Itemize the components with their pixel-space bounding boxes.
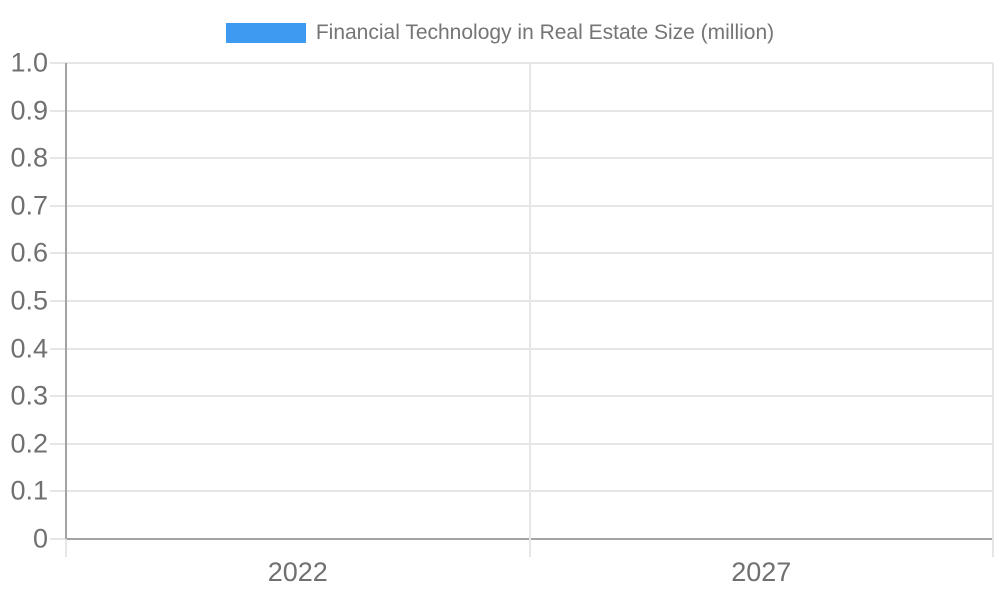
legend-color-swatch-icon <box>225 23 306 43</box>
chart-title: Financial Technology in Real Estate Size… <box>315 21 775 44</box>
y-gridline <box>50 347 993 350</box>
y-axis-label: 0.5 <box>10 285 48 316</box>
y-axis-label: 0.3 <box>10 380 48 411</box>
y-axis-label: 1.0 <box>10 47 48 78</box>
y-axis-tick <box>65 539 67 557</box>
x-gridline <box>992 63 994 557</box>
y-axis-label: 0.9 <box>10 95 48 126</box>
y-gridline <box>50 395 993 398</box>
y-axis-label: 0.2 <box>10 428 48 459</box>
y-gridline <box>50 62 993 64</box>
y-axis-label: 0.7 <box>10 190 48 221</box>
chart-legend[interactable]: Financial Technology in Real Estate Size… <box>0 20 1000 46</box>
x-gridline <box>528 63 531 557</box>
y-axis-line <box>65 63 67 539</box>
x-axis-label: 2022 <box>267 557 328 587</box>
y-axis-label: 0.8 <box>10 142 48 173</box>
y-axis-label: 0.1 <box>10 475 48 506</box>
y-axis-label: 0 <box>32 523 48 554</box>
y-gridline <box>50 252 993 255</box>
y-gridline <box>50 490 993 493</box>
y-gridline <box>50 300 993 302</box>
y-axis-label: 0.4 <box>10 333 48 364</box>
x-axis-label: 2027 <box>731 557 792 587</box>
y-gridline <box>50 157 993 160</box>
y-gridline <box>50 109 993 112</box>
y-gridline <box>50 442 993 445</box>
y-gridline <box>50 204 993 207</box>
x-axis-tick <box>50 538 66 540</box>
y-axis-label: 0.6 <box>10 237 48 268</box>
